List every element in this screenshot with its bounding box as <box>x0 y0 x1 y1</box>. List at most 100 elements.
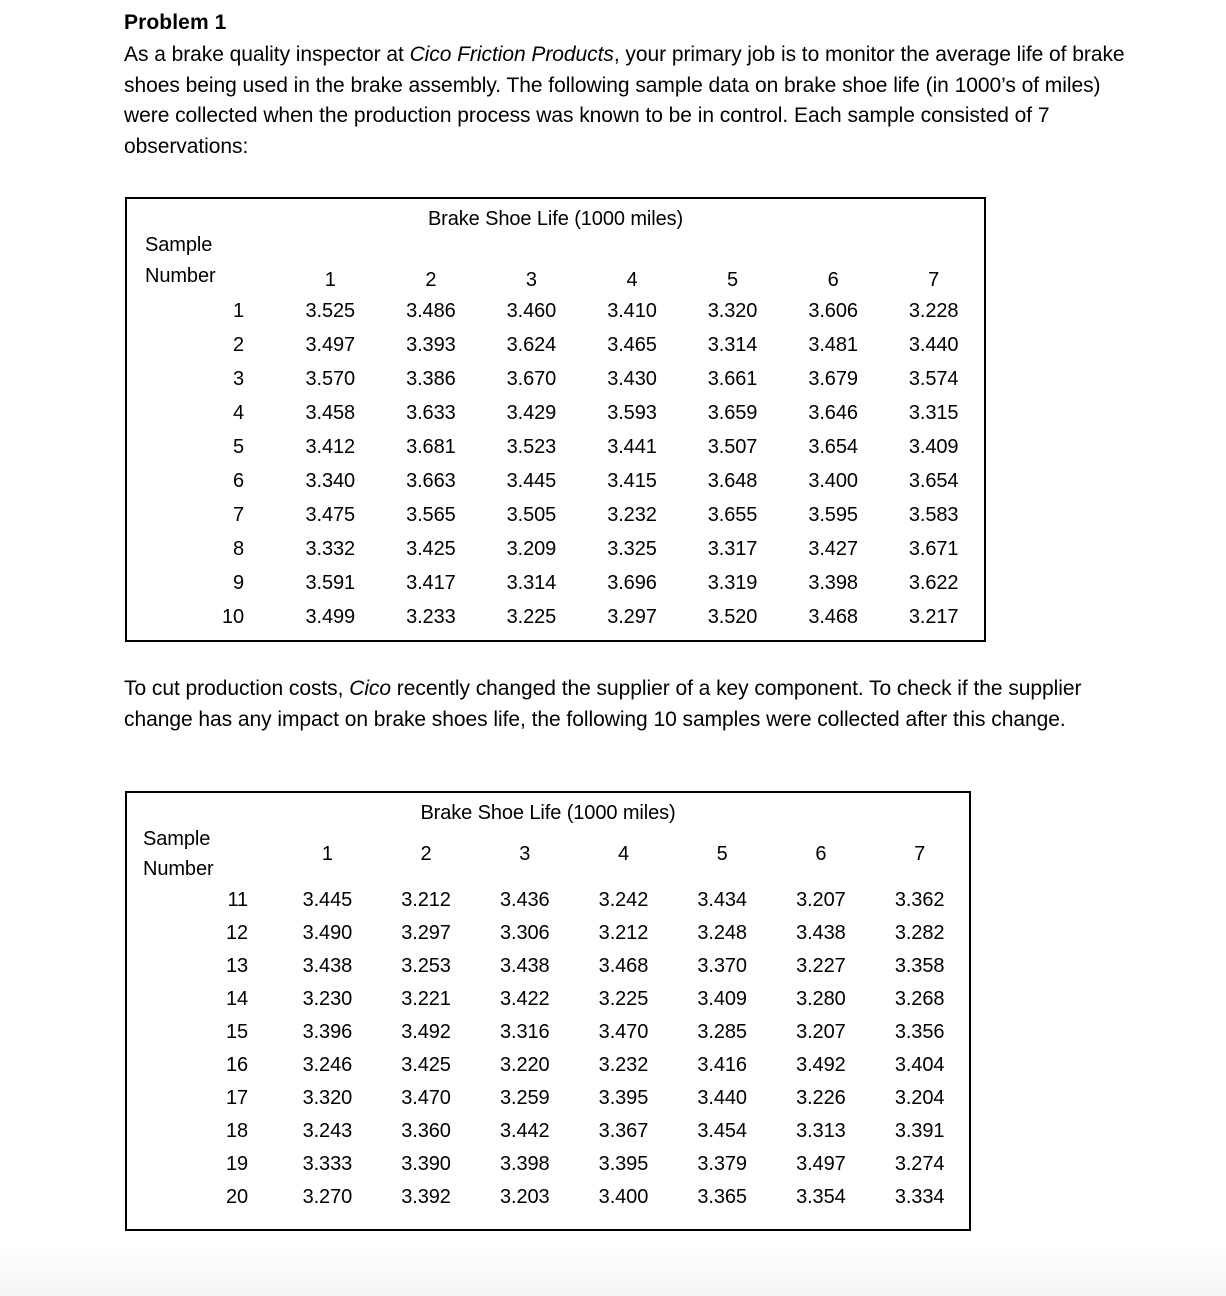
middle-paragraph-block: To cut production costs, Cico recently c… <box>124 674 1150 735</box>
sample-number-cell: 2 <box>232 333 244 356</box>
observation-cell: 3.320 <box>707 299 758 322</box>
observation-cell: 3.285 <box>697 1021 747 1043</box>
table-row: 10 3.499 3.233 3.225 3.297 3.520 3.468 3.217 <box>127 600 984 634</box>
observation-cell: 3.438 <box>302 955 353 977</box>
table-row: 13 3.438 3.253 3.438 3.468 3.370 3.227 3.358 <box>127 950 969 983</box>
table-row: 11 3.445 3.212 3.436 3.242 3.434 3.207 3.362 <box>127 884 969 917</box>
table-two-row-header-line2: Number <box>143 858 214 880</box>
observation-cell: 3.415 <box>607 469 657 492</box>
observation-cell: 3.591 <box>305 571 356 594</box>
table-two-header-row: Sample Number 1 2 3 4 5 6 7 <box>127 824 969 884</box>
table-one-body: 1 3.525 3.486 3.460 3.410 3.320 3.606 3.228 2 3.4… <box>127 294 984 634</box>
observation-cell: 3.400 <box>808 469 858 492</box>
observation-cell: 3.490 <box>302 922 353 944</box>
observation-cell: 3.409 <box>908 435 959 458</box>
sample-number-cell: 10 <box>221 605 244 628</box>
observation-cell: 3.268 <box>894 988 945 1010</box>
observation-cell: 3.430 <box>607 367 657 390</box>
table-one-col-header-6: 6 <box>827 269 839 291</box>
table-row: 14 3.230 3.221 3.422 3.225 3.409 3.280 3.268 <box>127 983 969 1016</box>
observation-cell: 3.681 <box>406 435 456 458</box>
observation-cell: 3.574 <box>908 367 959 390</box>
observation-cell: 3.316 <box>499 1021 550 1043</box>
middle-company-name: Cico <box>349 677 392 700</box>
observation-cell: 3.505 <box>506 503 557 526</box>
table-row: 8 3.332 3.425 3.209 3.325 3.317 3.427 3.671 <box>127 532 984 566</box>
table-two-col-header-3: 3 <box>519 842 531 865</box>
table-one-row-header: Sample Number <box>127 230 280 294</box>
table-row: 3 3.570 3.386 3.670 3.430 3.661 3.679 3.574 <box>127 362 984 396</box>
observation-cell: 3.523 <box>506 435 557 458</box>
observation-cell: 3.317 <box>707 537 758 560</box>
observation-cell: 3.226 <box>796 1087 846 1109</box>
observation-cell: 3.209 <box>506 537 557 560</box>
observation-cell: 3.358 <box>894 955 945 977</box>
middle-paragraph: To cut production costs, Cico recently c… <box>124 674 1150 735</box>
observation-cell: 3.440 <box>697 1087 747 1109</box>
table-row: 2 3.497 3.393 3.624 3.465 3.314 3.481 3.440 <box>127 328 984 362</box>
observation-cell: 3.507 <box>707 435 758 458</box>
observation-cell: 3.633 <box>406 401 456 424</box>
observation-cell: 3.410 <box>607 299 657 322</box>
observation-cell: 3.356 <box>894 1021 945 1043</box>
table-row: 4 3.458 3.633 3.429 3.593 3.659 3.646 3.315 <box>127 396 984 430</box>
observation-cell: 3.392 <box>401 1186 451 1208</box>
observation-cell: 3.390 <box>401 1153 451 1175</box>
observation-cell: 3.416 <box>697 1054 747 1076</box>
table-one-col-header-4: 4 <box>626 269 638 291</box>
observation-cell: 3.360 <box>401 1120 451 1142</box>
observation-cell: 3.297 <box>607 605 657 628</box>
observation-cell: 3.207 <box>796 1021 846 1043</box>
table-row: 1 3.525 3.486 3.460 3.410 3.320 3.606 3.228 <box>127 294 984 328</box>
table-two-col-header-6: 6 <box>815 842 827 865</box>
observation-cell: 3.486 <box>406 299 456 322</box>
observation-cell: 3.525 <box>305 299 356 322</box>
observation-cell: 3.445 <box>302 889 353 911</box>
observation-cell: 3.334 <box>894 1186 945 1208</box>
table-row: 19 3.333 3.390 3.398 3.395 3.379 3.497 3.274 <box>127 1148 969 1181</box>
table-two-row-header-line1: Sample <box>143 828 211 850</box>
observation-cell: 3.497 <box>796 1153 846 1175</box>
observation-cell: 3.248 <box>697 922 747 944</box>
observation-cell: 3.425 <box>401 1054 451 1076</box>
observation-cell: 3.438 <box>499 955 550 977</box>
observation-cell: 3.468 <box>598 955 649 977</box>
observation-cell: 3.570 <box>305 367 356 390</box>
observation-cell: 3.315 <box>908 401 959 424</box>
table-row: 18 3.243 3.360 3.442 3.367 3.454 3.313 3.391 <box>127 1115 969 1148</box>
observation-cell: 3.654 <box>908 469 959 492</box>
observation-cell: 3.679 <box>808 367 858 390</box>
brake-shoe-life-table-one: Brake Shoe Life (1000 miles) Sample Numb… <box>125 197 986 642</box>
table-two-col-header-1: 1 <box>321 842 333 865</box>
observation-cell: 3.661 <box>707 367 758 390</box>
observation-cell: 3.396 <box>302 1021 353 1043</box>
observation-cell: 3.499 <box>305 605 356 628</box>
observation-cell: 3.333 <box>302 1153 353 1175</box>
observation-cell: 3.227 <box>796 955 846 977</box>
observation-cell: 3.659 <box>707 401 758 424</box>
observation-cell: 3.386 <box>406 367 456 390</box>
table-two-row-header: Sample Number <box>127 824 278 884</box>
observation-cell: 3.319 <box>707 571 758 594</box>
observation-cell: 3.654 <box>808 435 858 458</box>
table-two-grid: Sample Number 1 2 3 4 5 6 7 11 3.445 3.212… <box>127 824 969 1214</box>
observation-cell: 3.232 <box>598 1054 649 1076</box>
observation-cell: 3.365 <box>697 1186 747 1208</box>
table-row: 16 3.246 3.425 3.220 3.232 3.416 3.492 3.404 <box>127 1049 969 1082</box>
observation-cell: 3.332 <box>305 537 356 560</box>
observation-cell: 3.253 <box>401 955 451 977</box>
observation-cell: 3.400 <box>598 1186 649 1208</box>
observation-cell: 3.212 <box>598 922 649 944</box>
page-title: Problem 1 <box>124 11 227 34</box>
observation-cell: 3.246 <box>302 1054 353 1076</box>
observation-cell: 3.232 <box>607 503 657 526</box>
observation-cell: 3.696 <box>607 571 657 594</box>
sample-number-cell: 20 <box>225 1186 248 1208</box>
sample-number-cell: 18 <box>225 1120 248 1142</box>
intro-text-part2: , your primary job is to monitor the ave… <box>124 43 1125 158</box>
table-row: 20 3.270 3.392 3.203 3.400 3.365 3.354 3.334 <box>127 1181 969 1214</box>
observation-cell: 3.606 <box>808 299 858 322</box>
observation-cell: 3.492 <box>401 1021 451 1043</box>
observation-cell: 3.270 <box>302 1186 353 1208</box>
